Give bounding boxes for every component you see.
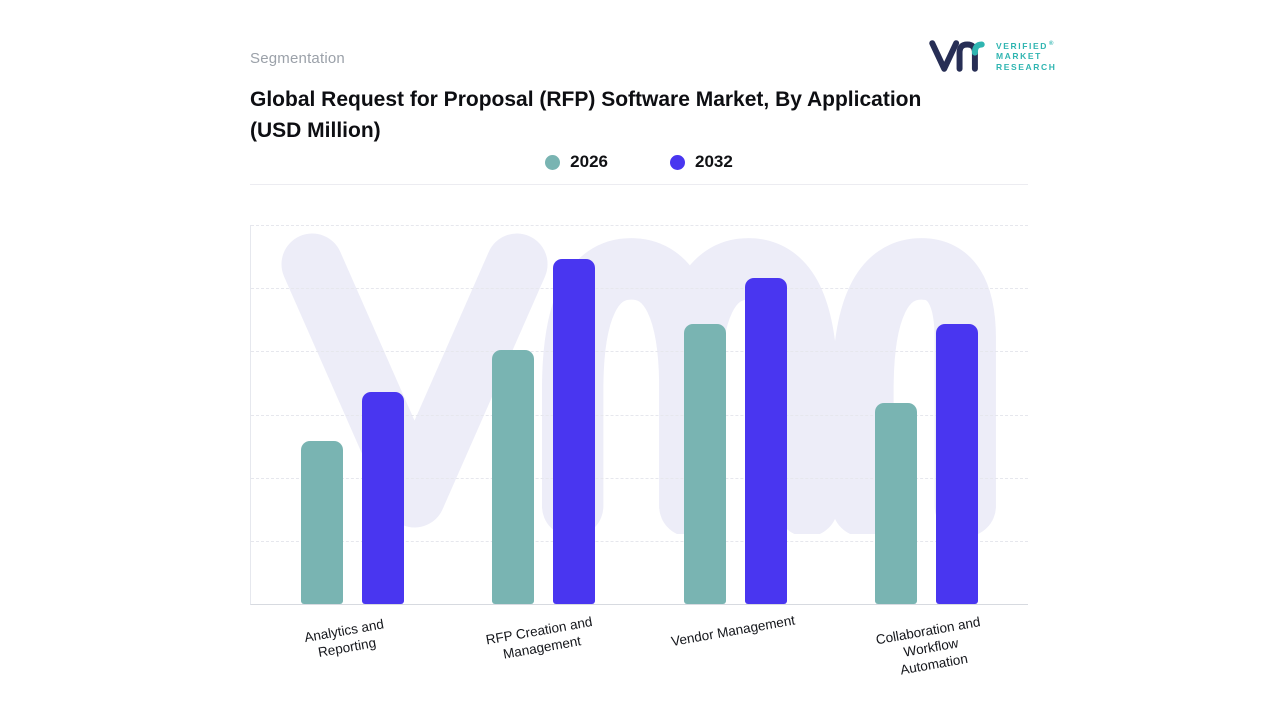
gridline (251, 540, 1028, 542)
legend-item-2032: 2032 (670, 152, 733, 172)
bar-2032-analytics-and-reporting (362, 391, 405, 604)
bar-group-rfp-creation-and-management (492, 225, 596, 604)
bar-group-collaboration-and-workflow-automation (874, 225, 978, 604)
x-axis-label-rfp-creation-and-management: RFP Creation and Management (451, 607, 633, 688)
bar-2032-vendor-management (744, 278, 787, 604)
legend: 2026 2032 (250, 149, 1028, 175)
chart-title: Global Request for Proposal (RFP) Softwa… (250, 84, 1040, 146)
chart-title-line-1: Global Request for Proposal (RFP) Softwa… (250, 88, 922, 111)
wordmark-verified: VERIFIED (996, 40, 1049, 51)
bar-2026-collaboration-and-workflow-automation (874, 403, 917, 604)
x-axis-label-collaboration-and-workflow-automation: Collaboration and Workflow Automation (840, 607, 1022, 688)
bar-group-vendor-management (683, 225, 787, 604)
gridline (251, 351, 1028, 353)
divider-line (250, 184, 1028, 185)
gridline (251, 414, 1028, 416)
vmr-logo-icon (929, 40, 985, 72)
plot-area (250, 225, 1028, 605)
x-axis-label-analytics-and-reporting: Analytics and Reporting (256, 607, 438, 688)
legend-swatch-2032 (670, 154, 685, 170)
gridline (251, 477, 1028, 479)
legend-label-2032: 2032 (695, 152, 733, 171)
section-label: Segmentation (250, 50, 345, 67)
bar-2026-analytics-and-reporting (301, 441, 344, 604)
chart-title-line-2: (USD Million) (250, 119, 381, 142)
bar-2026-vendor-management (683, 323, 726, 604)
bar-2026-rfp-creation-and-management (492, 350, 535, 604)
gridline (251, 288, 1028, 290)
brand-wordmark: VERIFIED® MARKET RESEARCH (996, 39, 1057, 74)
x-axis-labels: Analytics and Reporting RFP Creation and Ma… (250, 612, 1028, 677)
bar-groups (251, 225, 1028, 604)
registered-mark: ® (1049, 40, 1054, 47)
gridline (251, 225, 1028, 226)
brand-logo: VERIFIED® MARKET RESEARCH (928, 36, 1057, 76)
legend-label-2026: 2026 (570, 152, 608, 171)
legend-swatch-2026 (545, 154, 561, 170)
x-axis-label-vendor-management: Vendor Management (645, 607, 827, 688)
bar-2032-collaboration-and-workflow-automation (935, 323, 978, 604)
legend-item-2026: 2026 (545, 152, 608, 172)
bar-2032-rfp-creation-and-management (553, 259, 596, 604)
wordmark-market: MARKET (996, 51, 1042, 62)
wordmark-research: RESEARCH (996, 62, 1057, 73)
bar-group-analytics-and-reporting (301, 225, 405, 604)
x-axis-label-line: Vendor Management (670, 612, 797, 650)
wordmark-line-1: VERIFIED® (996, 39, 1057, 52)
